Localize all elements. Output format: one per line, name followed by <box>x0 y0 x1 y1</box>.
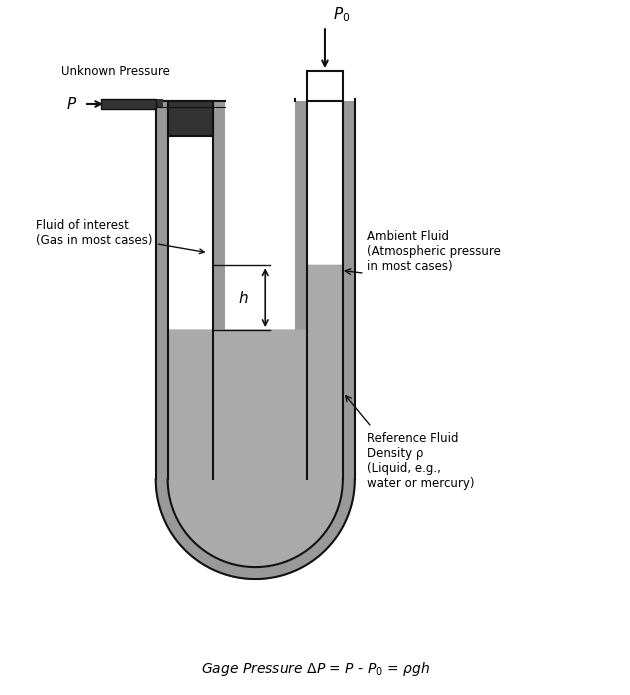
Text: $P_0$: $P_0$ <box>333 5 350 24</box>
Bar <box>156 101 226 480</box>
Polygon shape <box>168 265 343 567</box>
Bar <box>307 101 343 480</box>
Text: Gage Pressure $\Delta P$ = $P$ - $P_0$ = $\rho gh$: Gage Pressure $\Delta P$ = $P$ - $P_0$ =… <box>200 660 430 678</box>
Polygon shape <box>156 480 355 579</box>
Text: Unknown Pressure: Unknown Pressure <box>61 65 170 78</box>
Bar <box>101 99 156 109</box>
Bar <box>295 101 355 480</box>
Polygon shape <box>168 480 343 567</box>
Bar <box>307 71 343 101</box>
Bar <box>168 101 214 136</box>
Text: $P$: $P$ <box>66 96 77 112</box>
Text: Reference Fluid
Density ρ
(Liquid, e.g.,
water or mercury): Reference Fluid Density ρ (Liquid, e.g.,… <box>367 432 474 490</box>
Text: $h$: $h$ <box>238 290 249 306</box>
Bar <box>168 101 214 480</box>
Text: Ambient Fluid
(Atmospheric pressure
in most cases): Ambient Fluid (Atmospheric pressure in m… <box>367 231 501 273</box>
Text: Fluid of interest
(Gas in most cases): Fluid of interest (Gas in most cases) <box>37 219 204 254</box>
